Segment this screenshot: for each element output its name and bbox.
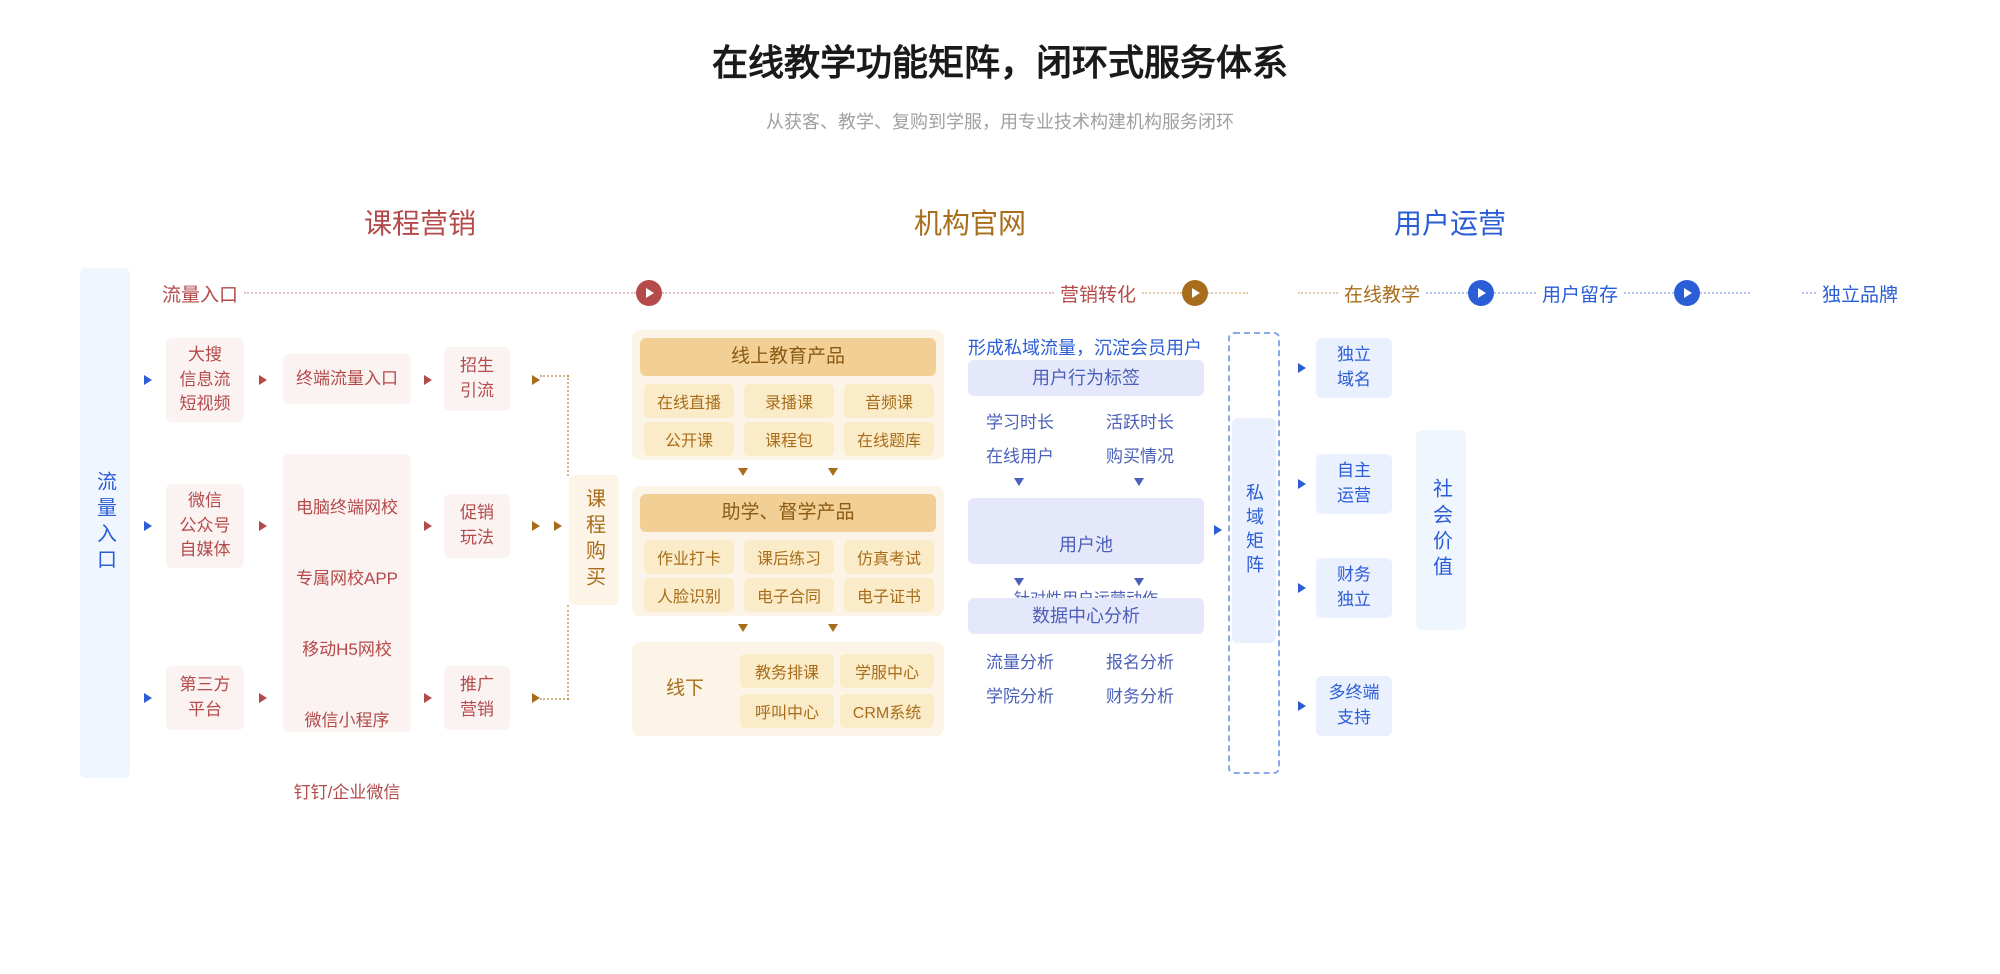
caret-icon <box>259 375 267 385</box>
box-recruit: 招生 引流 <box>444 347 510 411</box>
caret-icon <box>144 693 152 703</box>
caret-icon <box>532 375 540 385</box>
stage-convert: 营销转化 <box>1054 280 1142 307</box>
label: 学院分析 <box>986 682 1054 707</box>
page-subtitle: 从获客、教学、复购到学服，用专业技术构建机构服务闭环 <box>0 108 2000 134</box>
box-data-title: 数据中心分析 <box>968 598 1204 634</box>
play-icon <box>636 280 662 306</box>
caret-down-icon <box>1014 478 1024 486</box>
pillar-private-domain: 私域矩阵 <box>1232 418 1276 643</box>
caret-down-icon <box>1134 578 1144 586</box>
chip: 录播课 <box>744 384 834 418</box>
caret-down-icon <box>1014 578 1024 586</box>
group-title: 线上教育产品 <box>640 338 936 376</box>
caret-icon <box>424 375 432 385</box>
caret-down-icon <box>828 624 838 632</box>
group-title: 助学、督学产品 <box>640 494 936 532</box>
chip: 仿真考试 <box>844 540 934 574</box>
chip: 作业打卡 <box>644 540 734 574</box>
label: 活跃时长 <box>1106 408 1174 433</box>
box-terminal-entry: 终端流量入口 <box>283 354 411 404</box>
section-header-row: 课程营销 机构官网 用户运营 <box>0 202 2000 242</box>
box-brand-domain: 独立 域名 <box>1316 338 1392 398</box>
chip: 音频课 <box>844 384 934 418</box>
caret-icon <box>532 693 540 703</box>
play-icon <box>1468 280 1494 306</box>
caret-icon <box>259 693 267 703</box>
chip: 人脸识别 <box>644 578 734 612</box>
caret-icon <box>554 521 562 531</box>
caret-icon <box>424 693 432 703</box>
play-icon <box>1674 280 1700 306</box>
play-icon <box>1182 280 1208 306</box>
box-brand-self: 自主 运营 <box>1316 454 1392 514</box>
caret-icon <box>144 521 152 531</box>
connector <box>567 375 569 476</box>
label: 购买情况 <box>1106 442 1174 467</box>
section-website: 机构官网 <box>720 202 1220 242</box>
chip: 教务排课 <box>740 654 834 688</box>
label: 在线用户 <box>986 442 1054 467</box>
chip: 课后练习 <box>744 540 834 574</box>
caret-icon <box>1298 701 1306 711</box>
chip: 呼叫中心 <box>740 694 834 728</box>
stage-retention: 用户留存 <box>1536 280 1624 307</box>
stage-brand: 独立品牌 <box>1816 280 1904 307</box>
caret-down-icon <box>738 468 748 476</box>
label: 微信小程序 <box>283 698 411 745</box>
section-operations: 用户运营 <box>1220 202 1680 242</box>
pillar-course-buy: 课程购买 <box>569 475 619 605</box>
pillar-social-value: 社会价值 <box>1416 430 1466 630</box>
caret-down-icon <box>1134 478 1144 486</box>
chip: 课程包 <box>744 422 834 456</box>
box-traffic-src3: 第三方 平台 <box>166 666 244 730</box>
stage-traffic: 流量入口 <box>156 280 244 307</box>
chip: 在线题库 <box>844 422 934 456</box>
caret-icon <box>259 521 267 531</box>
label: 电脑终端网校 <box>283 485 411 532</box>
connector <box>567 605 569 700</box>
chip: 电子证书 <box>844 578 934 612</box>
retention-head: 形成私域流量，沉淀会员用户 <box>960 334 1210 360</box>
label: 流量分析 <box>986 648 1054 673</box>
chip: 公开课 <box>644 422 734 456</box>
chip: 在线直播 <box>644 384 734 418</box>
caret-down-icon <box>828 468 838 476</box>
box-promo: 促销 玩法 <box>444 494 510 558</box>
pillar-traffic-entry: 流量入口 <box>80 268 130 778</box>
caret-icon <box>1298 583 1306 593</box>
box-user-pool: 用户池 针对性用户运营动作 <box>968 498 1204 564</box>
section-marketing: 课程营销 <box>120 202 720 242</box>
caret-down-icon <box>738 624 748 632</box>
box-traffic-src2: 微信 公众号 自媒体 <box>166 484 244 568</box>
label: 学习时长 <box>986 408 1054 433</box>
box-tag-title: 用户行为标签 <box>968 360 1204 396</box>
caret-icon <box>1298 479 1306 489</box>
box-brand-terminal: 多终端 支持 <box>1316 676 1392 736</box>
box-spread: 推广 营销 <box>444 666 510 730</box>
label: 财务分析 <box>1106 682 1174 707</box>
chip: CRM系统 <box>840 694 934 728</box>
label: 钉钉/企业微信 <box>283 770 411 817</box>
connector <box>540 698 569 704</box>
stage-teach: 在线教学 <box>1338 280 1426 307</box>
box-traffic-src1: 大搜 信息流 短视频 <box>166 338 244 422</box>
box-brand-finance: 财务 独立 <box>1316 558 1392 618</box>
group-title-offline: 线下 <box>640 642 730 736</box>
chip: 学服中心 <box>840 654 934 688</box>
stage-row: 流量入口 营销转化 在线教学 用户留存 独立品牌 <box>0 268 2000 318</box>
caret-icon <box>144 375 152 385</box>
connector <box>540 375 569 381</box>
label: 用户池 <box>968 532 1204 558</box>
caret-icon <box>1298 363 1306 373</box>
label: 报名分析 <box>1106 648 1174 673</box>
label: 移动H5网校 <box>283 627 411 674</box>
caret-icon <box>532 521 540 531</box>
box-terminal-group: 电脑终端网校 专属网校APP 移动H5网校 微信小程序 钉钉/企业微信 <box>283 454 411 732</box>
caret-icon <box>1214 525 1222 535</box>
page-title: 在线教学功能矩阵，闭环式服务体系 <box>0 0 2000 86</box>
label: 专属网校APP <box>283 556 411 603</box>
caret-icon <box>424 521 432 531</box>
chip: 电子合同 <box>744 578 834 612</box>
